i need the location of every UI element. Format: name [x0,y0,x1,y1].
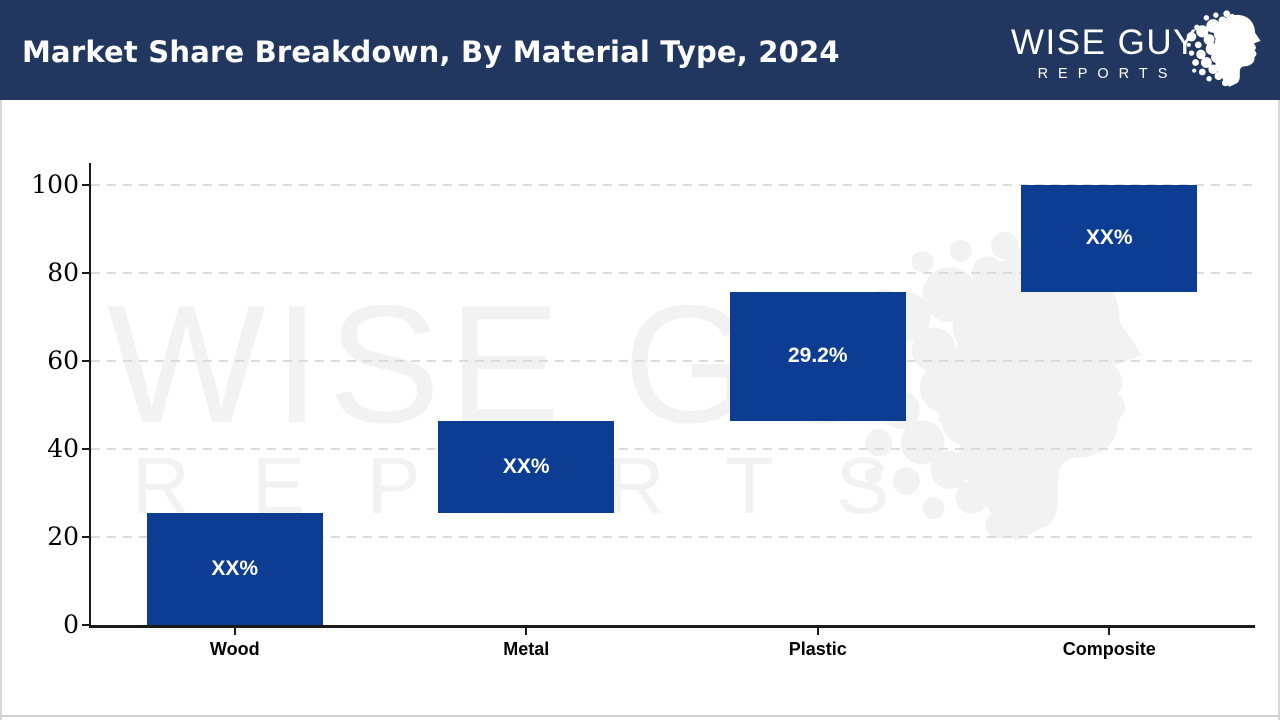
y-tick-label-60: 60 [47,346,79,375]
y-tick-label-20: 20 [47,522,79,551]
x-tick-wood [233,627,236,635]
bar-value-label: 29.2% [787,343,848,367]
bar-wood [146,512,323,625]
chart-area: WISE GUY REPORTS 020406080100XX%WoodXX%M… [2,100,1278,718]
y-tick-label-80: 80 [47,258,79,287]
category-label-metal: Metal [503,639,550,659]
logo-text: WISE GUY REPORTS [1011,23,1198,82]
gridline-100 [91,184,1255,186]
gridline-80 [91,272,1255,274]
page-title: Market Share Breakdown, By Material Type… [22,35,840,69]
category-label-plastic: Plastic [788,639,847,659]
x-tick-composite [1108,627,1111,635]
y-axis-line [89,163,91,627]
y-tick-40 [82,448,89,450]
gridline-20 [91,536,1255,538]
header: Market Share Breakdown, By Material Type… [0,0,1280,100]
bar-value-label: XX% [211,556,259,580]
y-tick-100 [82,184,89,186]
wiseguy-face-icon [1182,7,1270,95]
y-tick-20 [82,536,89,538]
category-label-composite: Composite [1062,639,1156,659]
bar-plastic [729,291,906,421]
y-tick-0 [82,624,89,626]
x-axis-line [89,625,1255,628]
x-tick-plastic [816,627,819,635]
wiseguy-logo: WISE GUY REPORTS [1011,6,1270,96]
y-tick-80 [82,272,89,274]
page-bottom-border [2,715,1280,717]
logo-wordmark: WISE GUY [1010,22,1198,62]
y-tick-60 [82,360,89,362]
y-tick-label-100: 100 [31,170,79,199]
bar-value-label: XX% [502,454,550,478]
bar-value-label: XX% [1085,226,1133,249]
bar-composite [1021,185,1198,292]
gridline-40 [91,448,1255,450]
y-tick-label-40: 40 [47,434,79,463]
gridline-60 [91,360,1255,362]
x-tick-metal [525,627,528,635]
bar-metal [438,420,615,513]
category-label-wood: Wood [209,639,260,659]
y-tick-label-0: 0 [63,610,79,639]
logo-subtext: REPORTS [1037,65,1178,82]
